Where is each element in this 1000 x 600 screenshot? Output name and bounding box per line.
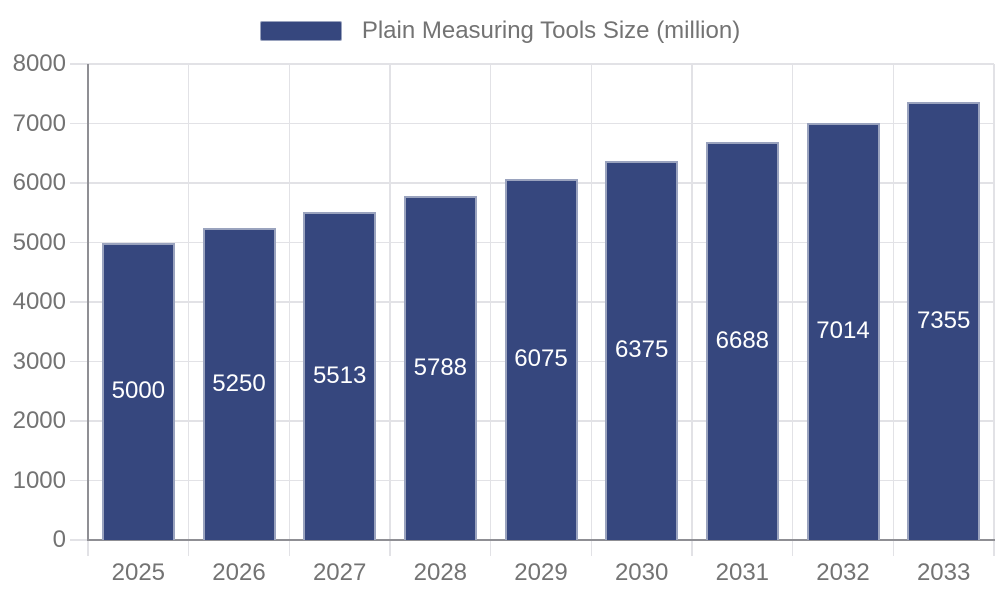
- bar-value-label: 7355: [916, 307, 971, 335]
- gridline-v: [691, 64, 693, 540]
- x-axis-tick-label: 2030: [614, 559, 669, 586]
- x-axis-tick-label: 2027: [312, 559, 367, 586]
- gridline-v: [791, 64, 794, 540]
- legend[interactable]: Plain Measuring Tools Size (million): [0, 18, 1000, 44]
- bar-2032[interactable]: [806, 122, 880, 540]
- y-tick-mark: [70, 63, 88, 65]
- y-tick-mark: [70, 420, 88, 422]
- y-axis-tick-label: 5000: [12, 228, 66, 256]
- legend-label: Plain Measuring Tools Size (million): [361, 17, 741, 44]
- bar-value-label: 5250: [212, 369, 266, 397]
- bar-value-label: 5788: [413, 353, 468, 381]
- bar-value-label: 5513: [312, 361, 367, 389]
- y-axis-tick-label: 2000: [12, 407, 66, 434]
- bar-value-label: 7014: [816, 317, 870, 345]
- x-axis-tick-label: 2032: [816, 559, 870, 586]
- y-axis-tick-label: 3000: [12, 347, 66, 375]
- x-tick-mark: [791, 540, 794, 556]
- y-tick-mark: [70, 122, 88, 125]
- x-tick-mark: [288, 540, 291, 556]
- x-axis-tick-label: 2029: [514, 559, 568, 586]
- x-axis-tick-label: 2033: [916, 559, 971, 586]
- x-tick-mark: [489, 540, 492, 556]
- x-axis-tick-label: 2025: [111, 559, 166, 586]
- y-tick-mark: [70, 241, 88, 244]
- y-tick-mark: [70, 479, 88, 482]
- x-axis-line: [87, 539, 995, 541]
- y-tick-mark: [70, 182, 88, 184]
- y-tick-mark: [70, 301, 88, 303]
- bar-2033[interactable]: [907, 102, 981, 540]
- x-axis-tick-label: 2026: [212, 559, 266, 586]
- y-axis-tick-label: 7000: [12, 109, 66, 137]
- bar-value-label: 6375: [614, 336, 669, 364]
- x-tick-mark: [590, 540, 593, 556]
- bar-2029[interactable]: [504, 178, 578, 540]
- y-axis-line: [87, 64, 89, 540]
- y-axis-tick-label: 4000: [12, 288, 66, 315]
- x-axis-tick-label: 2031: [715, 559, 770, 586]
- gridline-v: [993, 64, 995, 540]
- bar-2026[interactable]: [202, 227, 276, 540]
- bar-value-label: 6075: [514, 345, 568, 373]
- gridline-v: [590, 64, 593, 540]
- y-axis-tick-label: 8000: [12, 50, 66, 77]
- bar-value-label: 5000: [111, 377, 166, 405]
- y-axis-tick-label: 0: [52, 526, 66, 553]
- bar-2025[interactable]: [101, 242, 175, 540]
- bar-2031[interactable]: [705, 142, 779, 540]
- legend-swatch: [259, 21, 342, 41]
- x-axis-tick-label: 2028: [413, 559, 468, 586]
- bar-2030[interactable]: [605, 160, 679, 540]
- y-axis-tick-label: 1000: [12, 466, 66, 494]
- x-tick-mark: [892, 540, 895, 556]
- x-tick-mark: [993, 540, 995, 556]
- x-tick-mark: [87, 540, 89, 556]
- y-tick-mark: [70, 360, 88, 363]
- gridline-v: [389, 64, 391, 540]
- bar-value-label: 6688: [715, 327, 770, 355]
- bar-2028[interactable]: [403, 195, 477, 540]
- x-tick-mark: [691, 540, 693, 556]
- y-axis-tick-label: 6000: [12, 169, 66, 196]
- gridline-v: [288, 64, 291, 540]
- gridline-h: [88, 122, 994, 125]
- gridline-v: [187, 64, 190, 540]
- gridline-h: [88, 63, 994, 65]
- gridline-v: [489, 64, 492, 540]
- gridline-v: [892, 64, 895, 540]
- y-tick-mark: [70, 539, 88, 541]
- x-tick-mark: [187, 540, 190, 556]
- x-tick-mark: [389, 540, 391, 556]
- bar-2027[interactable]: [303, 211, 377, 540]
